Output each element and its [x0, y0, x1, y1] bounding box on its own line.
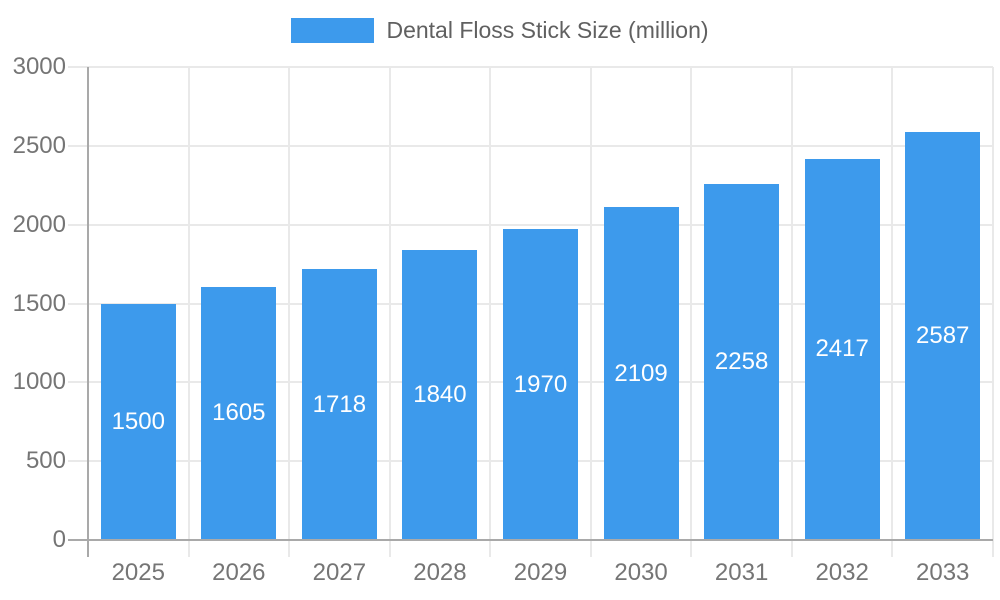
- x-tick-label: 2029: [513, 559, 568, 586]
- bar-value-label: 1970: [513, 370, 568, 398]
- legend: Dental Floss Stick Size (million): [0, 16, 1000, 44]
- y-tick-label: 1500: [12, 289, 66, 317]
- v-gridline: [891, 67, 894, 557]
- legend-swatch-icon: [291, 17, 375, 43]
- bar-value-label: 1840: [413, 380, 467, 408]
- bar-value-label: 2587: [916, 322, 970, 350]
- x-tick-label: 2031: [714, 559, 769, 586]
- x-axis-line: [68, 539, 993, 541]
- x-tick-label: 2026: [212, 559, 266, 586]
- v-gridline: [187, 67, 190, 557]
- x-tick-label: 2025: [111, 559, 165, 586]
- y-tick-label: 1000: [12, 368, 66, 396]
- bar: 2587: [905, 132, 981, 540]
- y-tick-label: 2000: [12, 210, 66, 238]
- v-gridline: [288, 67, 291, 557]
- bar: 1500: [100, 303, 176, 540]
- x-tick-label: 2027: [312, 559, 367, 586]
- x-tick-label: 2028: [413, 559, 467, 586]
- v-gridline: [992, 67, 994, 557]
- bar: 2417: [804, 158, 880, 540]
- bar-value-label: 2258: [714, 347, 769, 375]
- bar-value-label: 2109: [614, 359, 668, 387]
- legend-label: Dental Floss Stick Size (million): [386, 17, 709, 43]
- x-tick-label: 2032: [815, 559, 869, 586]
- v-gridline: [489, 67, 492, 557]
- y-tick-label: 0: [52, 526, 66, 553]
- bar: 2109: [603, 207, 679, 540]
- bar-value-label: 1500: [111, 407, 165, 435]
- x-tick-label: 2030: [614, 559, 668, 586]
- bar-value-label: 2417: [815, 335, 869, 363]
- h-gridline: [68, 223, 993, 226]
- bar-value-label: 1718: [312, 390, 367, 418]
- y-axis-line: [87, 67, 89, 557]
- bar: 1718: [301, 269, 377, 540]
- y-tick-label: 3000: [12, 53, 66, 80]
- bar: 1605: [201, 286, 277, 540]
- v-gridline: [589, 67, 592, 557]
- bar: 2258: [704, 183, 780, 540]
- v-gridline: [790, 67, 793, 557]
- v-gridline: [690, 67, 693, 557]
- bar-value-label: 1605: [212, 399, 266, 427]
- v-gridline: [388, 67, 391, 557]
- bar: 1840: [402, 249, 478, 540]
- bar: 1970: [503, 229, 578, 540]
- x-tick-label: 2033: [916, 559, 970, 586]
- y-tick-label: 2500: [12, 131, 66, 159]
- legend-item[interactable]: Dental Floss Stick Size (million): [291, 16, 709, 44]
- y-tick-label: 500: [25, 447, 66, 475]
- h-gridline: [68, 144, 993, 147]
- h-gridline: [68, 66, 993, 68]
